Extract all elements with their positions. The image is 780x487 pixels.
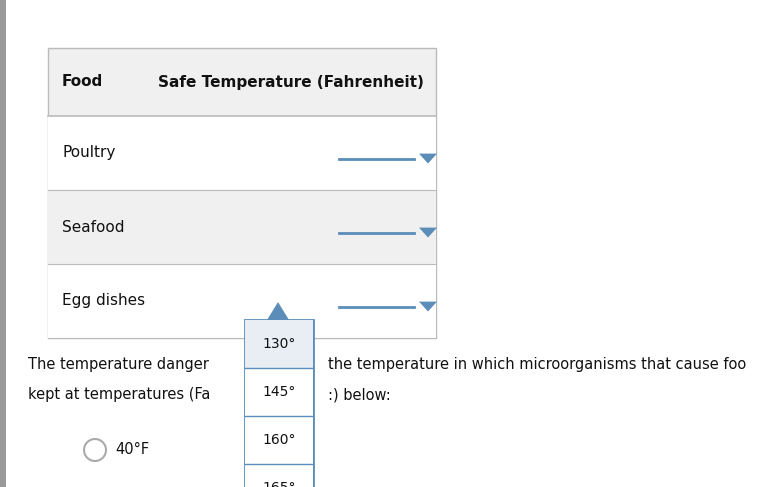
Polygon shape [419, 153, 437, 164]
Text: 40°F: 40°F [115, 443, 149, 457]
Text: 130°: 130° [262, 337, 296, 351]
FancyBboxPatch shape [245, 320, 313, 368]
FancyBboxPatch shape [245, 416, 313, 464]
Text: The temperature danger: The temperature danger [28, 357, 209, 373]
Text: 160°: 160° [262, 433, 296, 447]
Text: Safe Temperature (Fahrenheit): Safe Temperature (Fahrenheit) [158, 75, 424, 90]
Text: Seafood: Seafood [62, 220, 125, 235]
Text: Poultry: Poultry [62, 146, 115, 161]
Text: Food: Food [62, 75, 103, 90]
Text: 165°: 165° [262, 481, 296, 487]
Polygon shape [267, 302, 289, 320]
Polygon shape [419, 227, 437, 238]
FancyBboxPatch shape [48, 264, 436, 338]
FancyBboxPatch shape [245, 368, 313, 416]
FancyBboxPatch shape [48, 190, 436, 264]
Text: :) below:: :) below: [328, 388, 391, 402]
Text: 145°: 145° [262, 385, 296, 399]
Text: kept at temperatures (Fa: kept at temperatures (Fa [28, 388, 211, 402]
FancyBboxPatch shape [0, 0, 6, 487]
FancyBboxPatch shape [245, 464, 313, 487]
FancyBboxPatch shape [48, 48, 436, 338]
Text: the temperature in which microorganisms that cause foo: the temperature in which microorganisms … [328, 357, 746, 373]
Text: Egg dishes: Egg dishes [62, 294, 145, 308]
Polygon shape [419, 301, 437, 312]
FancyBboxPatch shape [48, 116, 436, 190]
FancyBboxPatch shape [245, 320, 313, 487]
